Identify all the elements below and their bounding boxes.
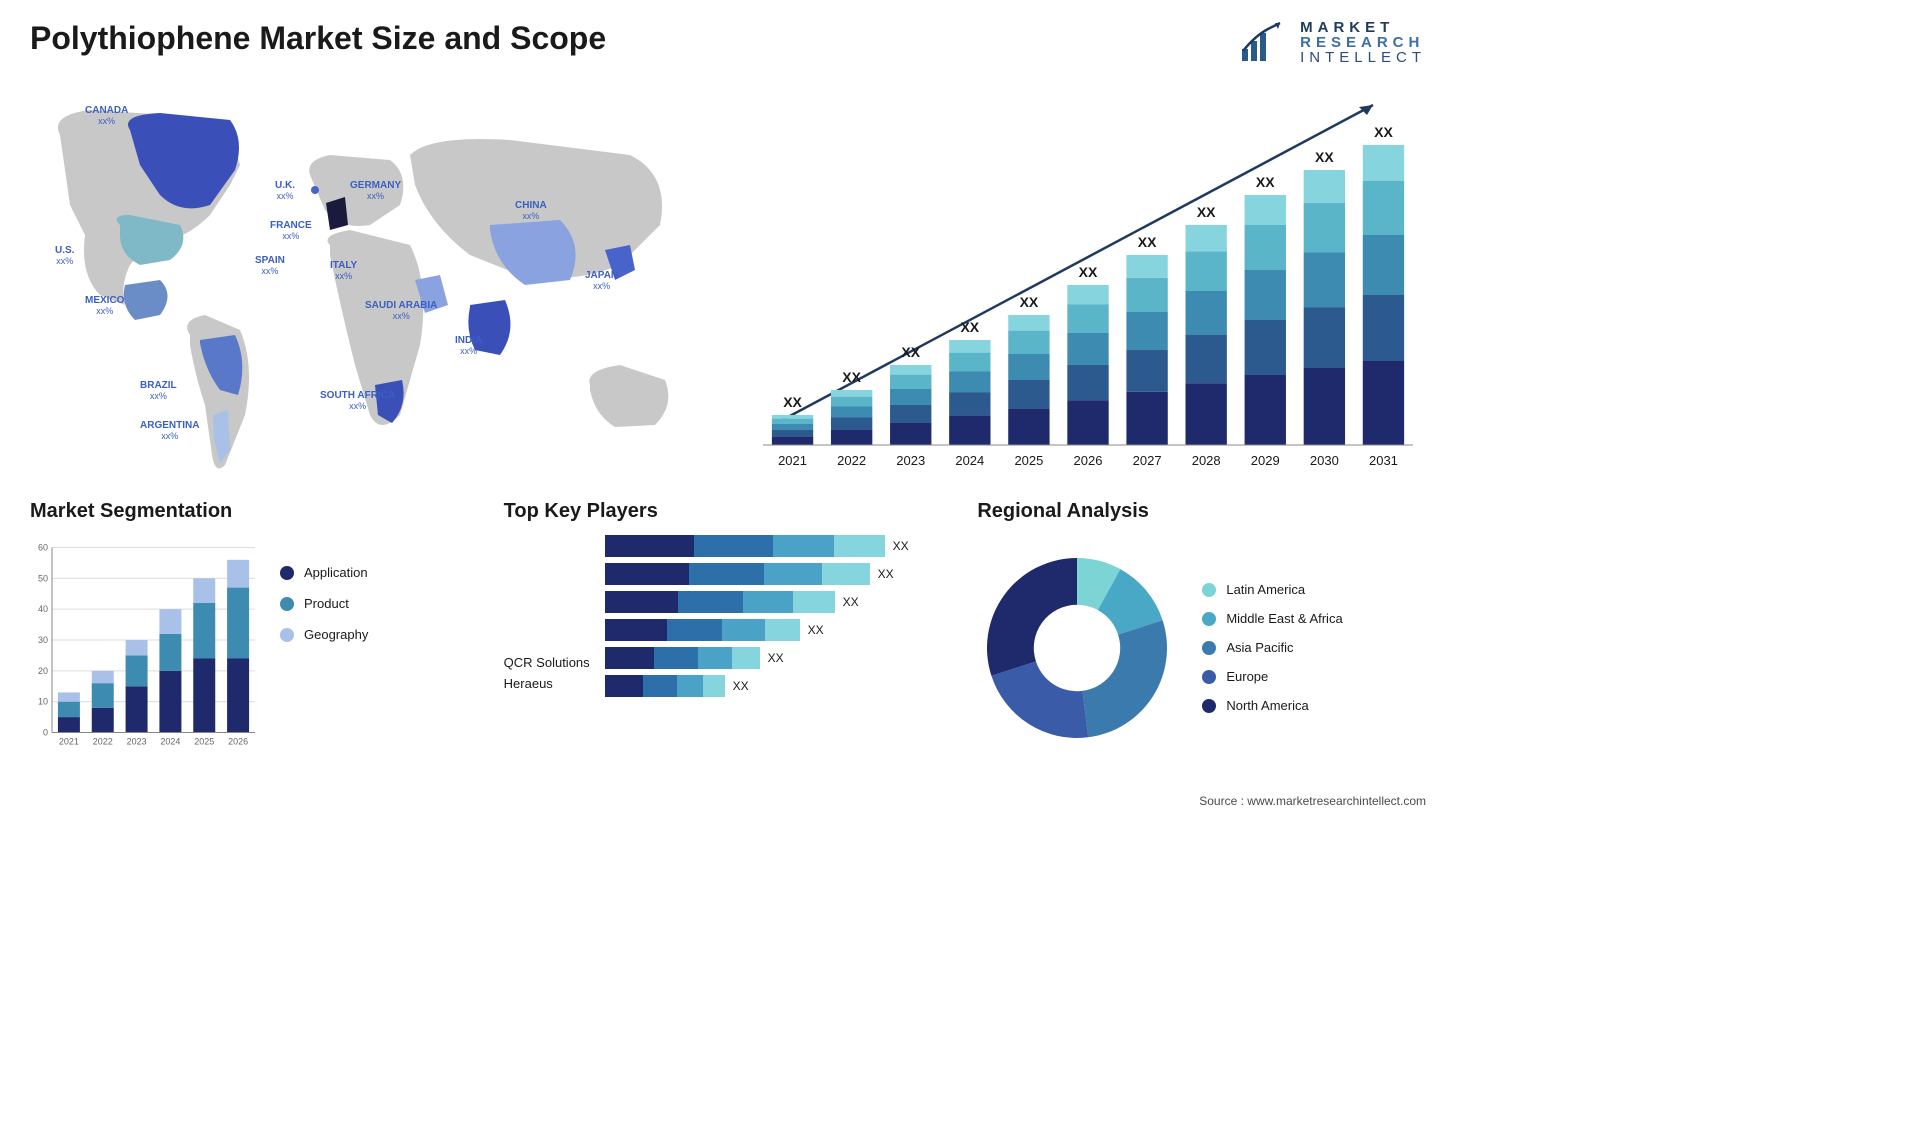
country-label: FRANCExx% xyxy=(270,220,312,242)
svg-text:2025: 2025 xyxy=(1014,453,1043,468)
players-bars: XX XX XX XX XX XX xyxy=(605,535,953,697)
country-label: MEXICOxx% xyxy=(85,295,124,317)
players-title: Top Key Players xyxy=(504,500,953,523)
country-label: SOUTH AFRICAxx% xyxy=(320,390,395,412)
legend-item: Europe xyxy=(1202,669,1342,684)
segmentation-legend: Application Product Geography xyxy=(280,535,368,760)
logo-line1: MARKET xyxy=(1300,20,1426,35)
svg-text:2031: 2031 xyxy=(1369,453,1398,468)
legend-item: Geography xyxy=(280,627,368,642)
svg-text:40: 40 xyxy=(38,604,48,614)
svg-text:2021: 2021 xyxy=(59,737,79,747)
country-label: U.K.xx% xyxy=(275,180,295,202)
legend-item: Product xyxy=(280,596,368,611)
world-map-panel: CANADAxx% U.S.xx% MEXICOxx% BRAZILxx% ARGENT… xyxy=(30,85,710,485)
page-title: Polythiophene Market Size and Scope xyxy=(30,20,606,57)
svg-text:10: 10 xyxy=(38,697,48,707)
legend-item: Application xyxy=(280,565,368,580)
svg-text:XX: XX xyxy=(1020,294,1039,310)
logo-line3: INTELLECT xyxy=(1300,50,1426,65)
legend-item: North America xyxy=(1202,698,1342,713)
svg-text:2030: 2030 xyxy=(1310,453,1339,468)
logo-icon xyxy=(1240,21,1290,65)
country-label: CANADAxx% xyxy=(85,105,128,127)
regional-legend: Latin America Middle East & Africa Asia Pa… xyxy=(1202,582,1342,713)
svg-text:XX: XX xyxy=(1315,149,1334,165)
svg-text:2025: 2025 xyxy=(194,737,214,747)
svg-text:2028: 2028 xyxy=(1192,453,1221,468)
svg-text:2024: 2024 xyxy=(160,737,180,747)
svg-text:2023: 2023 xyxy=(127,737,147,747)
source-text: Source : www.marketresearchintellect.com xyxy=(1199,794,1426,808)
country-label: U.S.xx% xyxy=(55,245,74,267)
svg-text:2027: 2027 xyxy=(1133,453,1162,468)
svg-text:20: 20 xyxy=(38,666,48,676)
country-label: ARGENTINAxx% xyxy=(140,420,199,442)
country-label: ITALYxx% xyxy=(330,260,357,282)
player-label: Heraeus xyxy=(504,676,590,691)
svg-text:2029: 2029 xyxy=(1251,453,1280,468)
country-label: SAUDI ARABIAxx% xyxy=(365,300,437,322)
regional-section: Regional Analysis Latin America Middle Ea… xyxy=(977,500,1426,760)
svg-text:XX: XX xyxy=(783,394,802,410)
country-label: BRAZILxx% xyxy=(140,380,177,402)
country-label: INDIAxx% xyxy=(455,335,482,357)
segmentation-title: Market Segmentation xyxy=(30,500,479,523)
country-label: JAPANxx% xyxy=(585,270,618,292)
svg-text:XX: XX xyxy=(1374,124,1393,140)
player-row: XX xyxy=(605,675,953,697)
player-row: XX xyxy=(605,591,953,613)
player-row: XX xyxy=(605,647,953,669)
regional-title: Regional Analysis xyxy=(977,500,1426,523)
svg-text:2024: 2024 xyxy=(955,453,984,468)
segmentation-chart: 0 10 20 30 40 50 60 2021 2022 2023 2024 2025 2026 xyxy=(30,535,260,760)
logo-line2: RESEARCH xyxy=(1300,35,1426,50)
svg-text:2026: 2026 xyxy=(228,737,248,747)
svg-text:2022: 2022 xyxy=(93,737,113,747)
svg-text:XX: XX xyxy=(1138,234,1157,250)
svg-text:XX: XX xyxy=(842,369,861,385)
logo: MARKET RESEARCH INTELLECT xyxy=(1240,20,1426,65)
players-section: Top Key Players QCR SolutionsHeraeus XXX… xyxy=(504,500,953,760)
country-label: GERMANYxx% xyxy=(350,180,401,202)
main-bar-chart: XX 2021 XX 2022 XX 2023 XX 2024 XX 2025 XX 2026 XX 20… xyxy=(740,85,1426,485)
player-label: QCR Solutions xyxy=(504,655,590,670)
regional-donut xyxy=(977,548,1177,748)
legend-item: Latin America xyxy=(1202,582,1342,597)
svg-text:XX: XX xyxy=(1197,204,1216,220)
svg-text:XX: XX xyxy=(1256,174,1275,190)
svg-text:2021: 2021 xyxy=(778,453,807,468)
svg-text:30: 30 xyxy=(38,635,48,645)
country-label: CHINAxx% xyxy=(515,200,547,222)
svg-text:2022: 2022 xyxy=(837,453,866,468)
svg-text:50: 50 xyxy=(38,573,48,583)
segmentation-section: Market Segmentation 0 10 20 30 40 50 60 2021 202… xyxy=(30,500,479,760)
legend-item: Middle East & Africa xyxy=(1202,611,1342,626)
legend-item: Asia Pacific xyxy=(1202,640,1342,655)
svg-text:60: 60 xyxy=(38,543,48,553)
svg-text:2026: 2026 xyxy=(1074,453,1103,468)
player-row: XX xyxy=(605,619,953,641)
svg-text:XX: XX xyxy=(1079,264,1098,280)
country-label: SPAINxx% xyxy=(255,255,285,277)
players-labels: QCR Solutions Heraeus xyxy=(504,535,590,691)
svg-text:XX: XX xyxy=(960,319,979,335)
player-row: XX xyxy=(605,563,953,585)
svg-text:XX: XX xyxy=(901,344,920,360)
svg-text:2023: 2023 xyxy=(896,453,925,468)
player-row: XX xyxy=(605,535,953,557)
svg-text:0: 0 xyxy=(43,728,48,738)
